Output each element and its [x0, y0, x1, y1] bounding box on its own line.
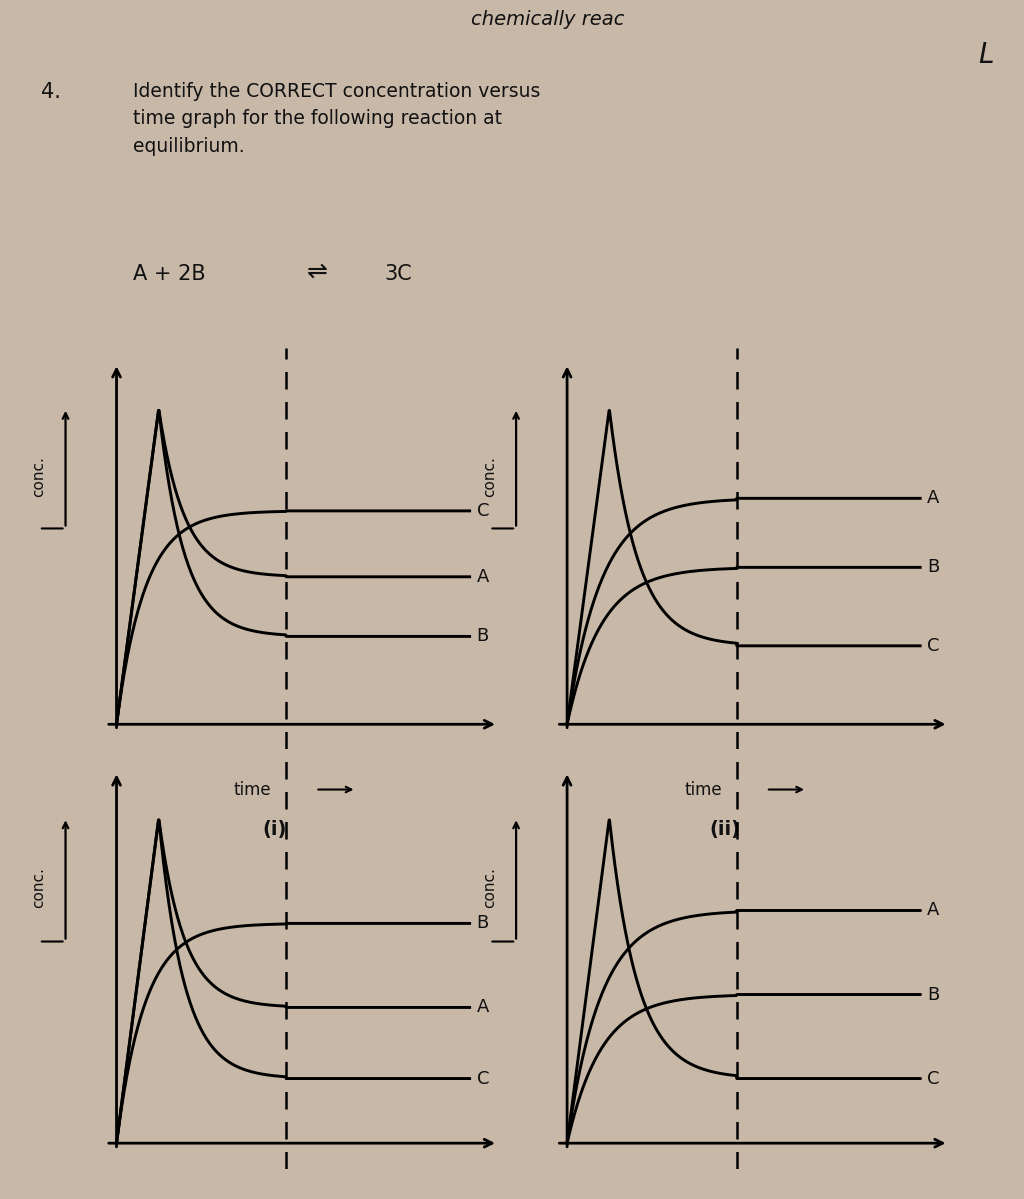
Text: (i): (i) [262, 820, 287, 839]
Text: A: A [477, 568, 489, 586]
Text: Identify the CORRECT concentration versus
time graph for the following reaction : Identify the CORRECT concentration versu… [133, 82, 541, 156]
Text: conc.: conc. [32, 456, 46, 496]
Text: C: C [928, 637, 940, 655]
Text: $\rightleftharpoons$: $\rightleftharpoons$ [302, 260, 329, 284]
Text: conc.: conc. [482, 456, 497, 496]
Text: time: time [233, 781, 271, 799]
Text: C: C [477, 1070, 489, 1087]
Text: B: B [477, 915, 488, 933]
Text: A + 2B: A + 2B [133, 264, 206, 284]
Text: chemically reac: chemically reac [471, 11, 625, 29]
Text: A: A [477, 999, 489, 1017]
Text: conc.: conc. [482, 867, 497, 908]
Text: C: C [477, 502, 489, 520]
Text: B: B [477, 627, 488, 645]
Text: C: C [928, 1070, 940, 1087]
Text: time: time [684, 781, 722, 799]
Text: A: A [928, 489, 940, 507]
Text: (ii): (ii) [710, 820, 740, 839]
Text: A: A [928, 902, 940, 920]
Text: 4.: 4. [41, 82, 60, 102]
Text: conc.: conc. [32, 867, 46, 908]
Text: L: L [978, 41, 993, 70]
Text: B: B [928, 986, 939, 1004]
Text: 3C: 3C [384, 264, 412, 284]
Text: B: B [928, 559, 939, 577]
